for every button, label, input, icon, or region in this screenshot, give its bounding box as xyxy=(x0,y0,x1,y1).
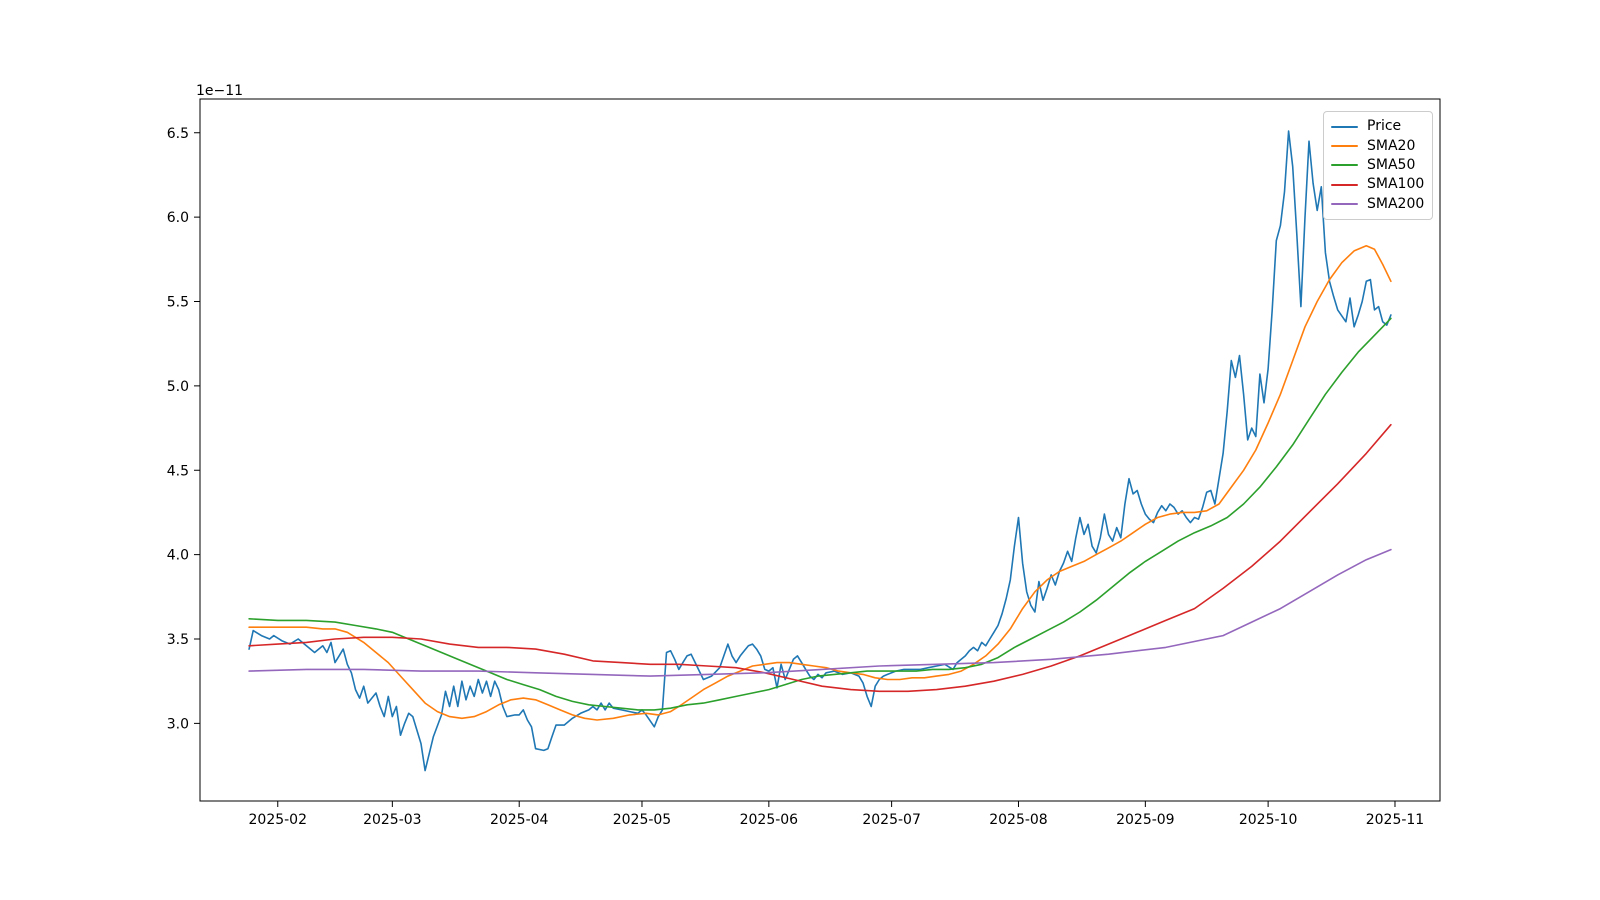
x-axis-tick-label: 2025-04 xyxy=(490,812,549,828)
price-line-swatch-icon xyxy=(1331,125,1358,128)
y-axis-tick-label: 6.5 xyxy=(167,126,189,142)
x-axis-tick-label: 2025-02 xyxy=(249,812,308,828)
y-axis-tick-label: 4.0 xyxy=(167,548,189,564)
legend-item-sma100: SMA100 xyxy=(1331,175,1425,194)
legend-label: SMA100 xyxy=(1367,176,1425,193)
y-axis-offset-label: 1e−11 xyxy=(196,83,244,99)
sma50-line-swatch-icon xyxy=(1331,164,1358,167)
x-axis-tick-label: 2025-05 xyxy=(613,812,672,828)
sma50-line xyxy=(248,317,1392,711)
x-axis-tick-label: 2025-09 xyxy=(1116,812,1175,828)
x-axis-tick-label: 2025-03 xyxy=(363,812,422,828)
legend-item-sma50: SMA50 xyxy=(1331,156,1425,175)
sma200-line-swatch-icon xyxy=(1331,203,1358,206)
legend-item-sma20: SMA20 xyxy=(1331,137,1425,156)
x-axis-tick-label: 2025-07 xyxy=(862,812,921,828)
y-axis-tick-label: 6.0 xyxy=(167,210,189,226)
legend-item-sma200: SMA200 xyxy=(1331,195,1425,214)
legend-label: SMA20 xyxy=(1367,137,1416,154)
x-axis-tick-label: 2025-11 xyxy=(1366,812,1425,828)
axes-spines xyxy=(199,98,1441,802)
y-axis-tick-label: 3.0 xyxy=(167,716,189,732)
legend-item-price: Price xyxy=(1331,117,1425,136)
x-axis-tick-label: 2025-08 xyxy=(989,812,1048,828)
y-axis-tick-label: 5.0 xyxy=(167,379,189,395)
sma20-line xyxy=(248,245,1392,721)
x-axis-tick-label: 2025-10 xyxy=(1239,812,1298,828)
legend: Price SMA20 SMA50 SMA100 SMA200 xyxy=(1323,111,1433,220)
sma100-line-swatch-icon xyxy=(1331,183,1358,186)
sma200-line xyxy=(248,548,1392,677)
sma20-line-swatch-icon xyxy=(1331,145,1358,148)
y-axis-tick-label: 4.5 xyxy=(167,463,189,479)
sma100-line xyxy=(248,423,1392,693)
price-line xyxy=(248,130,1392,772)
y-axis-tick-label: 5.5 xyxy=(167,295,189,311)
y-axis-tick-label: 3.5 xyxy=(167,632,189,648)
x-axis-tick-label: 2025-06 xyxy=(740,812,799,828)
legend-label: SMA50 xyxy=(1367,156,1416,173)
legend-label: Price xyxy=(1367,118,1402,135)
legend-label: SMA200 xyxy=(1367,195,1425,212)
